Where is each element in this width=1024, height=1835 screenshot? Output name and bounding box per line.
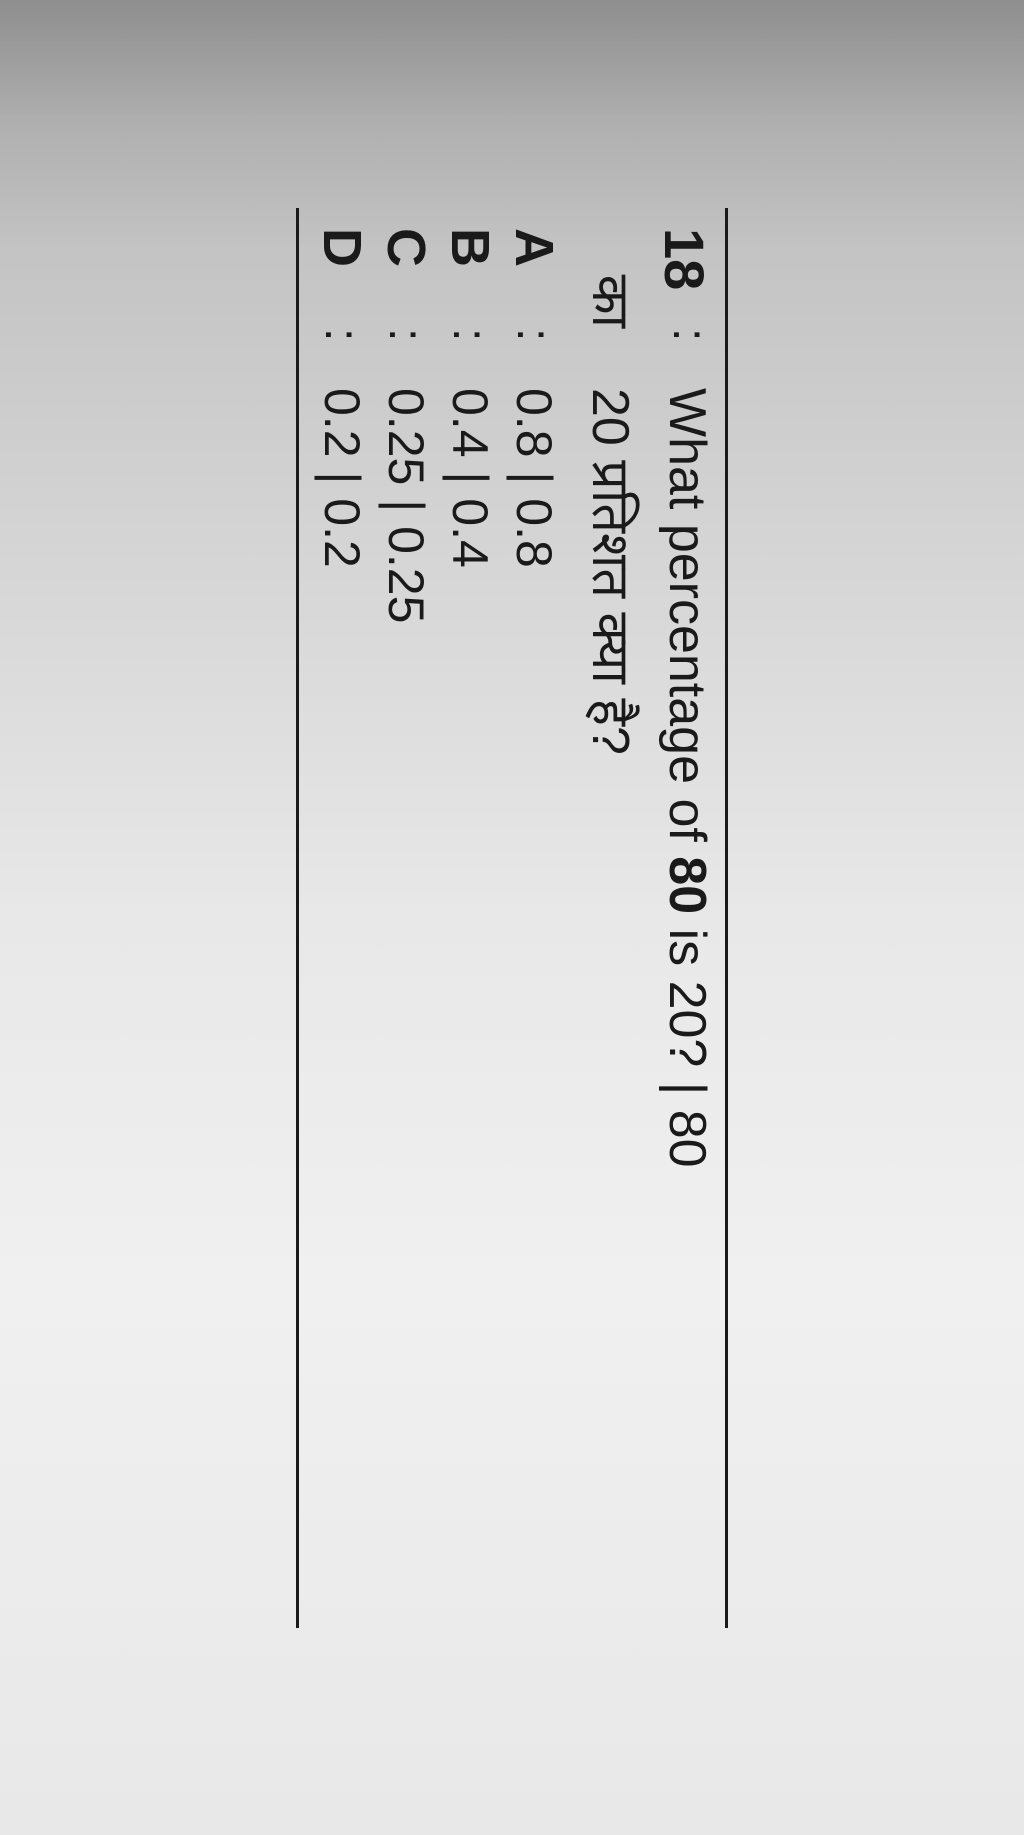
- option-c-colon: :: [379, 328, 434, 368]
- question-hindi-row: का 20 प्रतिशत क्या है?: [577, 208, 648, 1628]
- q-text-bold: 80: [658, 856, 716, 914]
- option-b-row: B : 0.4 | 0.4: [439, 208, 501, 1628]
- question-english-text: What percentage of 80 is 20? | 80: [657, 388, 717, 1628]
- q-text-before: What percentage of: [658, 388, 716, 856]
- option-b-letter: B: [439, 208, 501, 328]
- question-english-row: 18 : What percentage of 80 is 20? | 80: [652, 208, 717, 1628]
- option-c-text: 0.25 | 0.25: [377, 388, 435, 623]
- option-b-text: 0.4 | 0.4: [441, 388, 499, 568]
- q-text-after: is 20? | 80: [658, 914, 716, 1167]
- option-b-colon: :: [443, 328, 498, 368]
- hindi-prefix: का: [577, 208, 648, 328]
- option-a-colon: :: [507, 328, 562, 368]
- bottom-divider: [296, 208, 299, 1628]
- option-a-letter: A: [503, 208, 565, 328]
- option-c-row: C : 0.25 | 0.25: [375, 208, 437, 1628]
- option-c-letter: C: [375, 208, 437, 328]
- question-number: 18: [652, 208, 717, 328]
- question-container: 18 : What percentage of 80 is 20? | 80 क…: [276, 168, 748, 1668]
- top-divider: [725, 208, 728, 1628]
- colon-separator: :: [662, 328, 717, 368]
- option-d-letter: D: [311, 208, 373, 328]
- option-d-colon: :: [315, 328, 370, 368]
- question-block: 18 : What percentage of 80 is 20? | 80 क…: [276, 168, 748, 1668]
- option-a-row: A : 0.8 | 0.8: [503, 208, 565, 1628]
- option-a-text: 0.8 | 0.8: [505, 388, 563, 568]
- option-d-row: D : 0.2 | 0.2: [311, 208, 373, 1628]
- question-hindi-text: 20 प्रतिशत क्या है?: [577, 388, 648, 1628]
- option-d-text: 0.2 | 0.2: [313, 388, 371, 568]
